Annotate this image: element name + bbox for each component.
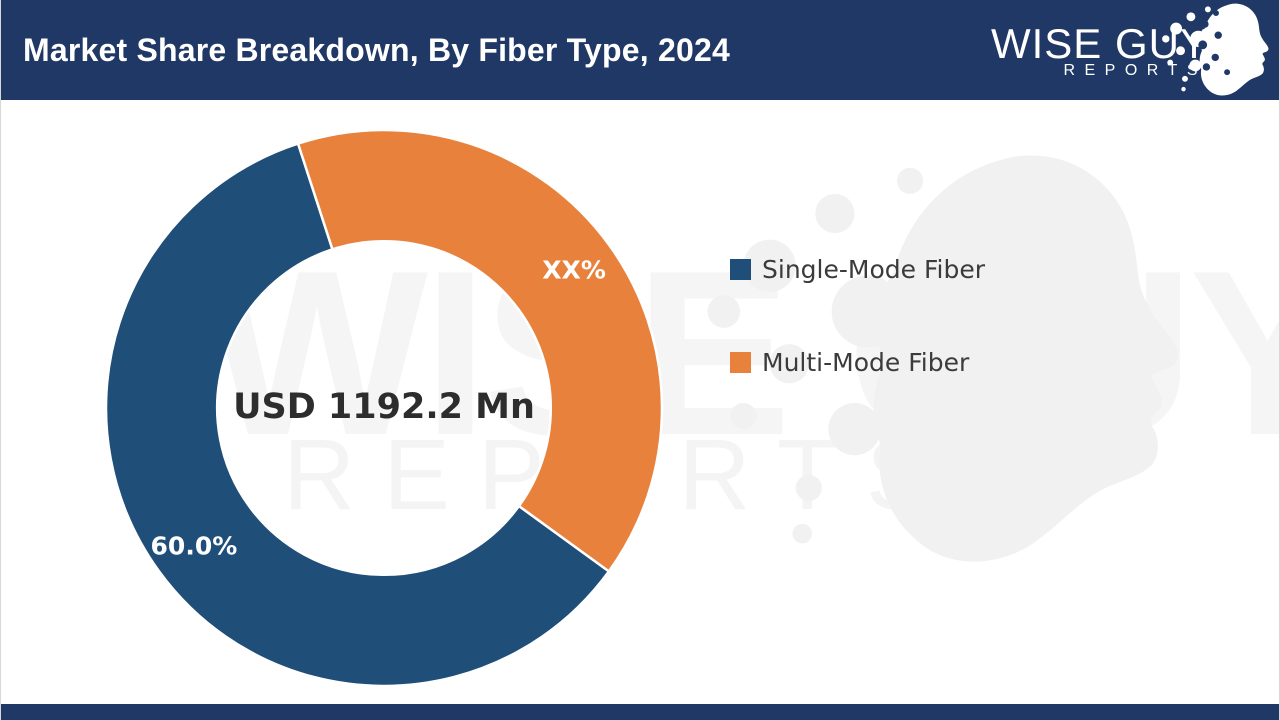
chart-legend: Single-Mode Fiber Multi-Mode Fiber (730, 254, 985, 440)
watermark-head-graphic (707, 155, 1179, 562)
donut-center-value: USD 1192.2 Mn (233, 387, 535, 427)
legend-swatch (730, 258, 751, 280)
header-bar: Market Share Breakdown, By Fiber Type, 2… (1, 0, 1279, 100)
wiseguy-head-icon (1162, 3, 1269, 96)
legend-label: Single-Mode Fiber (762, 254, 985, 284)
footer-bar (1, 704, 1279, 720)
slice-percent-label: XX% (542, 255, 606, 284)
donut-slice-multi-mode-fiber (296, 128, 664, 573)
slice-percent-label: 60.0% (151, 532, 238, 561)
legend-swatch (730, 351, 751, 373)
donut-chart: 60.0% XX% (104, 128, 664, 688)
logo-reports-text: REPORTS (1063, 62, 1207, 79)
legend-item: Single-Mode Fiber (730, 254, 985, 284)
donut-slice-single-mode-fiber (104, 142, 611, 688)
legend-item: Multi-Mode Fiber (730, 347, 985, 377)
page-title: Market Share Breakdown, By Fiber Type, 2… (23, 31, 730, 68)
legend-label: Multi-Mode Fiber (762, 347, 970, 377)
